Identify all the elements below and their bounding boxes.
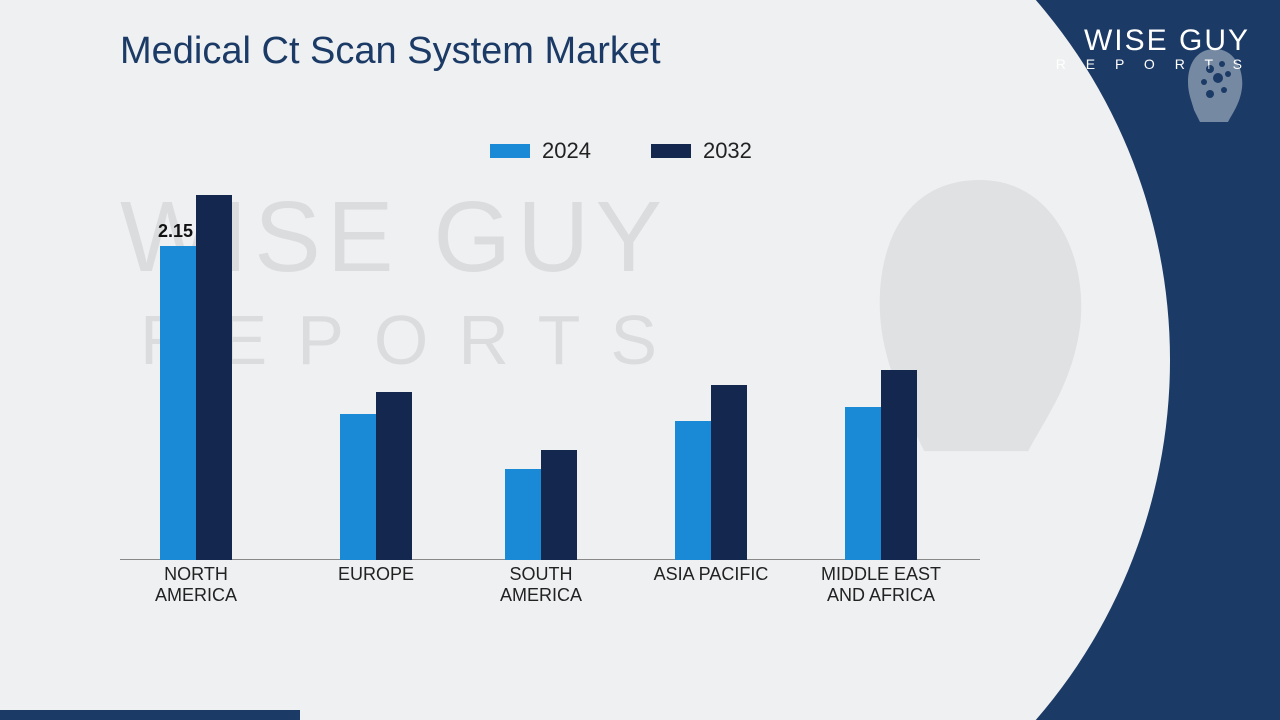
bar-2024 (845, 407, 881, 560)
legend-item: 2032 (651, 138, 752, 164)
brand-logo: WISE GUY R E P O R T S (1056, 24, 1250, 72)
bar-2032 (376, 392, 412, 560)
legend-swatch-2032 (651, 144, 691, 158)
bar-2032 (711, 385, 747, 560)
chart-title: Medical Ct Scan System Market (120, 30, 661, 73)
category-label: ASIA PACIFIC (646, 564, 776, 585)
bar-2024 (505, 469, 541, 560)
bar-chart: Market Size in USD Billion 2024 2032 2.1… (60, 160, 990, 620)
bar-2032 (196, 195, 232, 560)
legend-label: 2032 (703, 138, 752, 164)
bar-2024 (675, 421, 711, 560)
legend-label: 2024 (542, 138, 591, 164)
category-label: MIDDLE EAST AND AFRICA (816, 564, 946, 605)
bar-2032 (541, 450, 577, 560)
legend-swatch-2024 (490, 144, 530, 158)
legend: 2024 2032 (490, 138, 752, 164)
head-icon (1180, 44, 1250, 124)
legend-item: 2024 (490, 138, 591, 164)
bar-2024 (340, 414, 376, 560)
bar-2032 (881, 370, 917, 560)
plot-area: 2.15 (120, 180, 980, 560)
category-label: EUROPE (311, 564, 441, 585)
chart-card: WISE GUY R E P O R T S Medical Ct Scan S… (0, 0, 1280, 720)
bar-value-label: 2.15 (158, 221, 193, 242)
category-label: SOUTH AMERICA (476, 564, 606, 605)
bar-2024 (160, 246, 196, 560)
bottom-accent-bar (0, 710, 300, 720)
category-label: NORTH AMERICA (131, 564, 261, 605)
